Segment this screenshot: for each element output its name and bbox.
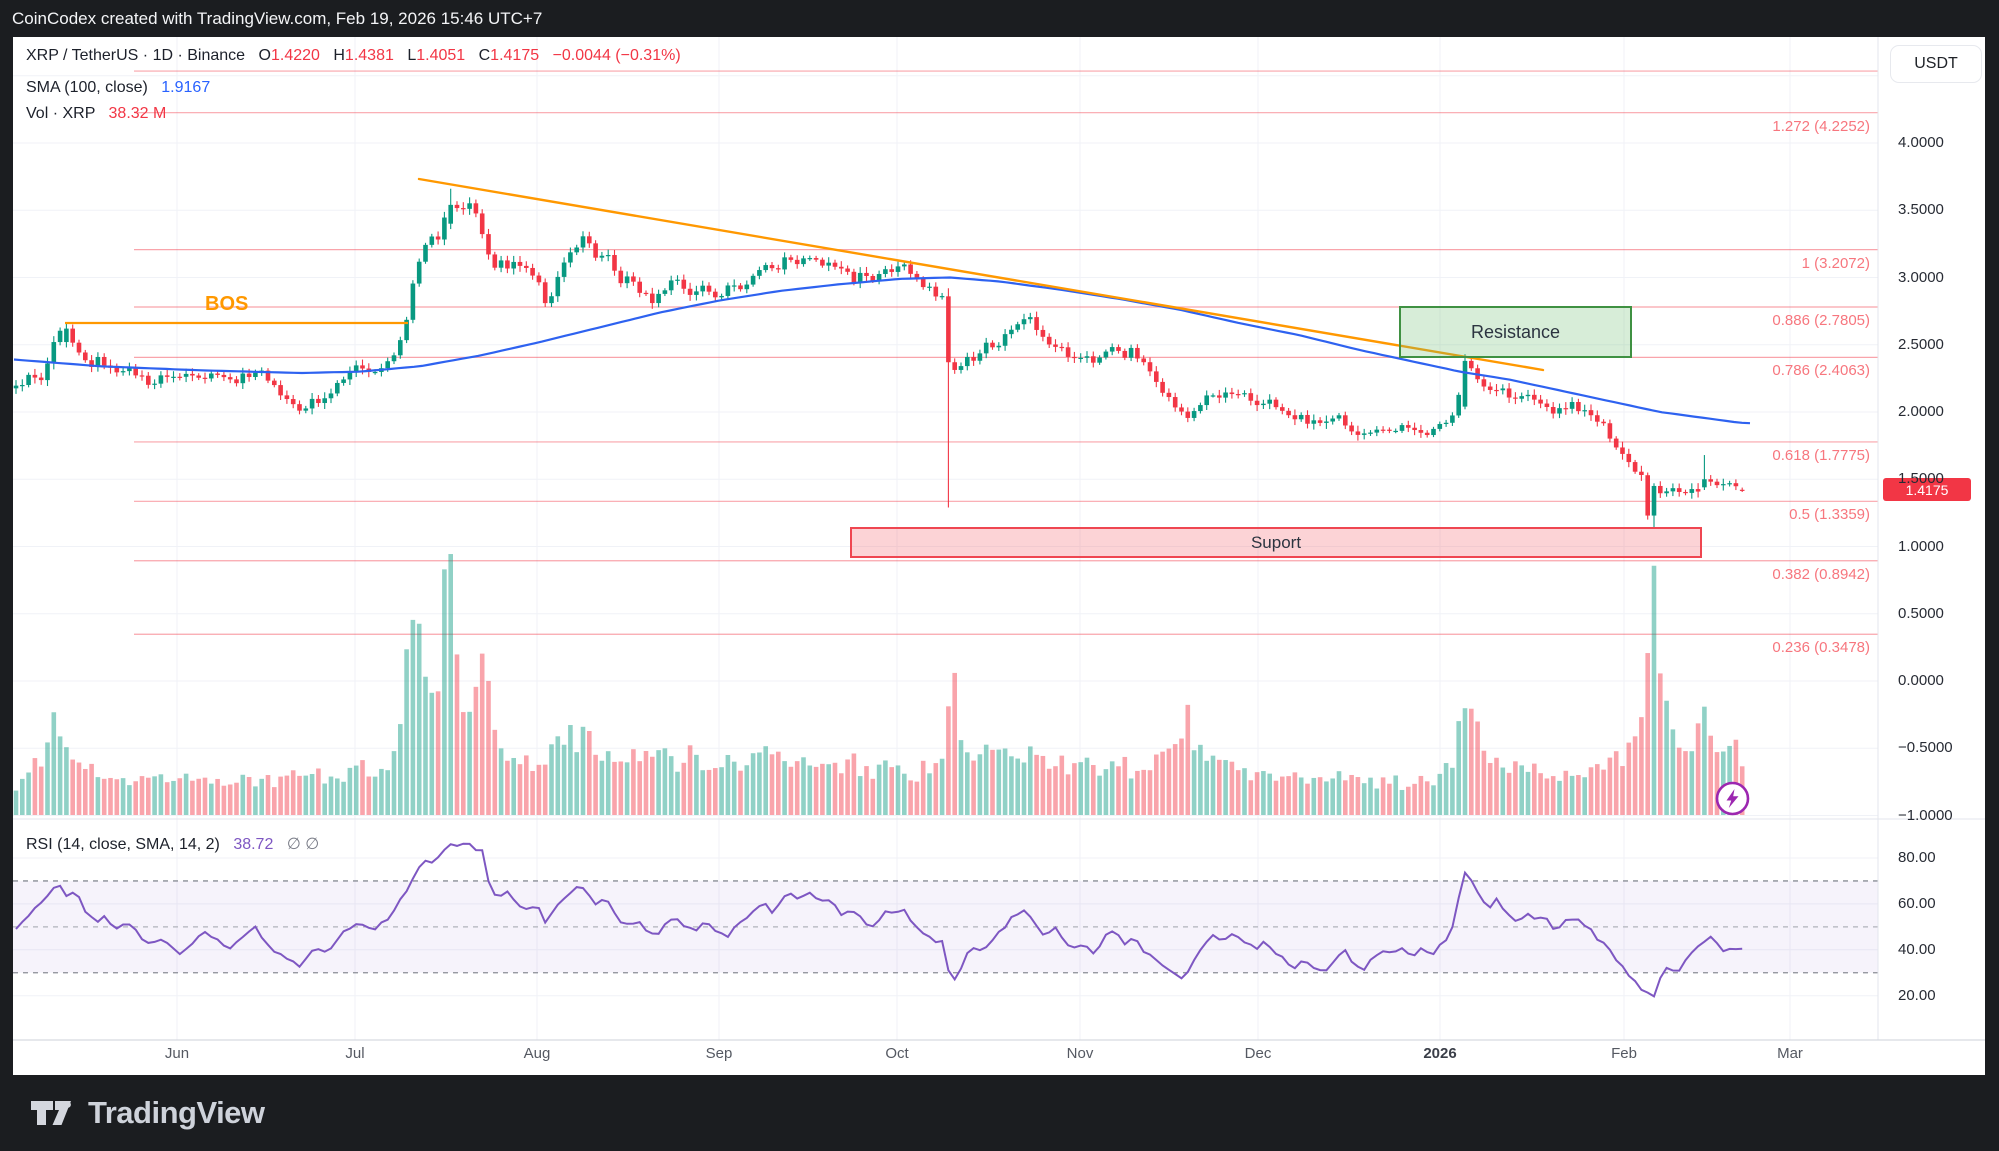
volume-value: 38.32 M <box>108 105 167 122</box>
sma-label[interactable]: SMA (100, close) <box>26 79 148 96</box>
time-tick-label: Sep <box>705 1045 733 1062</box>
footer-bar: TradingView <box>0 1075 1999 1151</box>
price-tick-label: 2.5000 <box>1898 335 1944 353</box>
time-tick-label: Jun <box>164 1045 190 1062</box>
rsi-value: 38.72 <box>233 836 274 853</box>
rsi-tick-label: 60.00 <box>1898 894 1936 912</box>
trendline <box>417 177 1545 372</box>
rsi-line <box>15 842 1743 998</box>
time-tick-label: Jul <box>345 1045 365 1062</box>
rsi-tick-label: 80.00 <box>1898 849 1936 866</box>
ohlc-high: H1.4381 <box>333 47 394 64</box>
ohlc-open: O1.4220 <box>258 47 320 64</box>
price-tick-label: 0.5000 <box>1898 604 1944 622</box>
tradingview-logo-icon[interactable] <box>28 1093 74 1133</box>
time-tick-label: Mar <box>1777 1045 1803 1062</box>
volume-bars <box>13 554 1745 815</box>
fib-level-label: 0.5 (1.3359) <box>1789 506 1870 524</box>
fib-level-label: 0.236 (0.3478) <box>1772 639 1870 657</box>
fib-level-label: 1 (3.2072) <box>1801 254 1870 272</box>
price-tick-label: 0.0000 <box>1898 672 1944 689</box>
sma-line <box>13 276 1751 425</box>
rsi-tick-label: 40.00 <box>1898 940 1936 958</box>
price-tick-label: 1.5000 <box>1898 470 1944 488</box>
resistance-zone-label: Resistance <box>1470 321 1561 342</box>
price-tick-label: −0.5000 <box>1898 739 1953 757</box>
support-zone-box[interactable]: Suport <box>850 527 1702 558</box>
last-price-tag: 1.4175 <box>1883 478 1971 501</box>
currency-button[interactable]: USDT <box>1890 45 1982 83</box>
price-tick-label: −1.0000 <box>1898 806 1953 824</box>
lightning-icon <box>1715 781 1750 816</box>
snapshot-header: CoinCodex created with TradingView.com, … <box>0 0 1999 37</box>
time-tick-label: Feb <box>1611 1045 1637 1062</box>
resistance-zone-box[interactable]: Resistance <box>1399 306 1632 358</box>
fib-level-label: 0.886 (2.7805) <box>1772 312 1870 330</box>
price-tick-label: 4.0000 <box>1898 134 1944 151</box>
time-tick-label: Aug <box>523 1045 551 1062</box>
volume-label[interactable]: Vol · XRP <box>26 105 96 122</box>
flash-button[interactable] <box>1714 780 1751 817</box>
ohlc-close: C1.4175 <box>478 47 540 64</box>
price-tick-label: 1.0000 <box>1898 537 1944 555</box>
support-zone-label: Suport <box>1250 532 1302 552</box>
legend-symbol-row: XRP / TetherUS · 1D · Binance O1.4220 H1… <box>26 47 681 65</box>
price-tick-label: 2.0000 <box>1898 403 1944 420</box>
candles <box>13 188 1745 529</box>
fib-level-label: 0.786 (2.4063) <box>1772 362 1870 380</box>
snapshot-header-text: CoinCodex created with TradingView.com, … <box>12 9 543 28</box>
legend-sma-row: SMA (100, close) 1.9167 <box>26 79 210 97</box>
rsi-tick-label: 20.00 <box>1898 986 1936 1004</box>
rsi-label[interactable]: RSI (14, close, SMA, 14, 2) <box>26 836 220 853</box>
fib-level-label: 1.272 (4.2252) <box>1772 117 1870 135</box>
change-value: −0.0044 (−0.31%) <box>552 47 681 64</box>
legend-volume-row: Vol · XRP 38.32 M <box>26 105 166 123</box>
price-tick-label: 3.0000 <box>1898 268 1944 286</box>
price-tick-label: 3.5000 <box>1898 201 1944 219</box>
sma-value: 1.9167 <box>161 79 211 96</box>
symbol-title[interactable]: XRP / TetherUS · 1D · Binance <box>26 47 246 64</box>
bos-label[interactable]: BOS <box>205 293 249 315</box>
time-tick-label: Dec <box>1244 1045 1272 1062</box>
fib-lines <box>134 70 1878 635</box>
ohlc-low: L1.4051 <box>407 47 466 64</box>
tradingview-brand-text[interactable]: TradingView <box>88 1095 265 1130</box>
time-tick-label: 2026 <box>1423 1045 1457 1062</box>
time-tick-label: Oct <box>885 1045 909 1062</box>
time-tick-label: Nov <box>1066 1045 1094 1062</box>
fib-level-label: 0.618 (1.7775) <box>1772 446 1870 464</box>
fib-level-label: 0.382 (0.8942) <box>1772 565 1870 583</box>
rsi-empty-set-icons[interactable]: ∅ ∅ <box>286 836 320 853</box>
legend-rsi-row: RSI (14, close, SMA, 14, 2) 38.72 ∅ ∅ <box>26 834 319 854</box>
